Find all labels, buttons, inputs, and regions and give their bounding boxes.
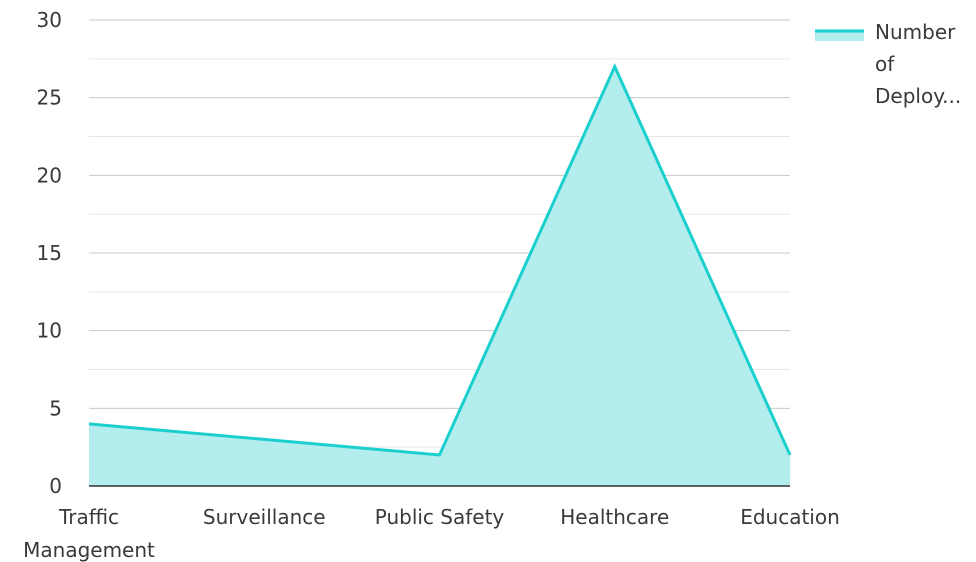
plot-area [88, 62, 792, 486]
x-tick-label-line: Healthcare [560, 505, 669, 529]
x-tick-label: Public Safety [375, 505, 505, 529]
x-tick-label: Healthcare [560, 505, 669, 529]
y-tick-label: 15 [37, 241, 62, 265]
legend-label[interactable]: Number [875, 20, 956, 44]
y-tick-label: 30 [37, 8, 62, 32]
area-fill [89, 66, 790, 486]
x-tick-label: Surveillance [203, 505, 326, 529]
x-tick-label: Traffic Management [23, 505, 155, 562]
x-tick-label-line: Management [23, 538, 155, 562]
x-tick-label: Education [740, 505, 840, 529]
grid-lines [89, 19, 790, 448]
legend-label[interactable]: of [875, 52, 895, 76]
x-tick-label-line: Public Safety [375, 505, 505, 529]
legend-label[interactable]: Deploy... [875, 84, 961, 108]
y-tick-label: 25 [37, 86, 62, 110]
x-tick-label-line: Traffic [58, 505, 119, 529]
legend[interactable]: Number of Deploy... [815, 20, 961, 108]
x-tick-label-line: Education [740, 505, 840, 529]
legend-swatch-fill[interactable] [815, 30, 864, 41]
series-line [88, 62, 792, 457]
y-tick-label: 5 [49, 396, 62, 420]
y-tick-label: 0 [49, 474, 62, 498]
axes: 0 5 10 15 20 25 30 Traffic Management Surveillanc… [23, 8, 840, 562]
x-tick-label-line: Surveillance [203, 505, 326, 529]
y-tick-label: 10 [37, 319, 62, 343]
y-tick-label: 20 [37, 163, 62, 187]
